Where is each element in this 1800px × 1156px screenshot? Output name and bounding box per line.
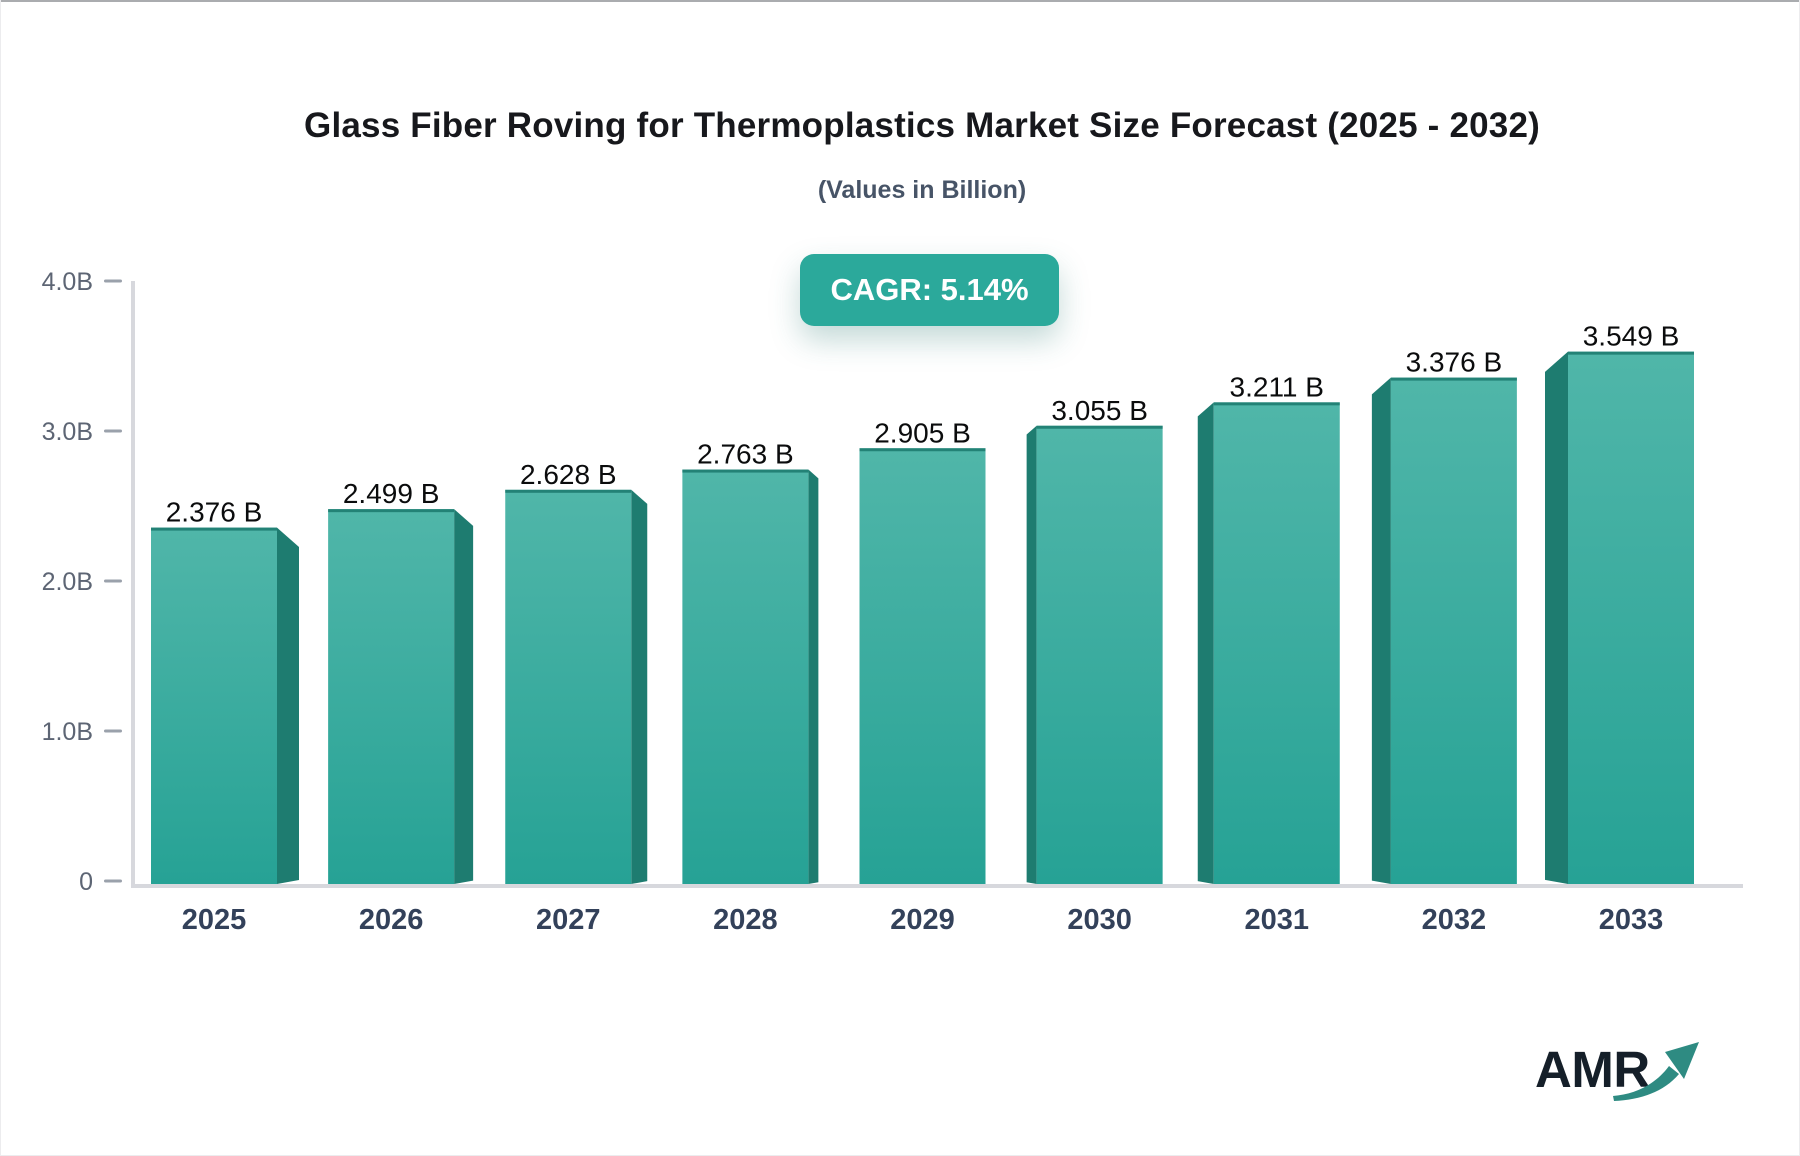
bar-face [505,489,632,884]
bar-2029[interactable]: 2.905 B 2029 [859,417,986,936]
x-axis-label: 2029 [890,904,955,936]
bar-value-label: 2.499 B [343,478,440,509]
bar-value-label: 2.763 B [697,439,794,470]
x-axis-label: 2030 [1067,904,1132,936]
y-tick-mark [104,729,122,733]
bar-top-edge [151,527,277,531]
cagr-badge: CAGR: 5.14% [800,254,1059,326]
bar-value-label: 2.905 B [874,417,971,448]
bar-side [454,509,474,884]
arrow-swoosh-path [1613,1042,1699,1101]
bar-side [631,489,648,884]
y-tick-label: 0 [79,868,93,896]
bar-top-edge [505,489,632,493]
bar-value-label: 3.211 B [1230,371,1324,402]
bar-face [1390,377,1517,884]
amr-logo-text: AMR [1535,1041,1650,1098]
y-tick-mark [104,279,122,283]
bar-value-label: 3.376 B [1406,347,1503,378]
bar-value-label: 2.628 B [520,459,617,490]
bar-2025[interactable]: 2.376 B 2025 [151,497,299,936]
bar-2026[interactable]: 2.499 B 2026 [328,478,474,936]
bar-side [277,527,299,884]
bar-face [1568,351,1694,884]
x-axis-label: 2025 [182,904,247,936]
y-tick-mark [104,429,122,433]
y-tick-label: 4.0B [42,268,93,296]
bar-value-label: 3.549 B [1583,321,1680,352]
bar-face [859,448,986,884]
x-axis-label: 2028 [713,904,778,936]
bar-top-edge [1568,351,1694,355]
amr-logo[interactable]: AMR [1535,1036,1715,1106]
x-axis-line [131,884,1743,888]
y-tick-mark [104,879,122,883]
bar-face [1036,425,1163,884]
bar-value-label: 2.376 B [166,497,263,528]
bar-2032[interactable]: 3.376 B 2032 [1371,347,1517,936]
bar-side [1026,425,1037,884]
bar-2027[interactable]: 2.628 B 2027 [505,459,648,936]
y-tick-mark [104,579,122,583]
bar-face [151,527,277,884]
bar-side [1371,377,1391,884]
bar-2031[interactable]: 3.211 B 2031 [1197,371,1340,936]
x-axis-label: 2031 [1244,904,1309,936]
bar-top-edge [682,469,809,473]
y-tick-label: 1.0B [42,718,93,746]
bar-face [328,509,455,884]
bar-value-label: 3.055 B [1051,395,1148,426]
bar-top-edge [859,448,986,452]
bar-top-edge [1390,377,1517,381]
bar-top-edge [328,509,455,513]
y-tick-label: 3.0B [42,418,93,446]
bar-top-edge [1036,425,1163,429]
x-axis-label: 2026 [359,904,424,936]
y-axis-line [131,281,135,888]
bar-side [1197,402,1214,884]
bar-top-edge [1213,402,1340,406]
chart-subtitle: (Values in Billion) [817,176,1027,204]
bar-side [808,469,819,884]
x-axis-label: 2033 [1599,904,1664,936]
bar-side [1545,351,1568,884]
y-tick-label: 2.0B [42,568,93,596]
amr-logo-arrow-icon [1613,1042,1699,1101]
chart-title: Glass Fiber Roving for Thermoplastics Ma… [304,106,1540,145]
bar-face [1213,402,1340,884]
bar-2033[interactable]: 3.549 B 2033 [1545,321,1694,936]
bar-2030[interactable]: 3.055 B 2030 [1026,395,1163,936]
top-border [1,0,1799,2]
bar-face [682,469,809,884]
bar-2028[interactable]: 2.763 B 2028 [682,439,819,936]
x-axis-label: 2032 [1422,904,1487,936]
x-axis-label: 2027 [536,904,601,936]
